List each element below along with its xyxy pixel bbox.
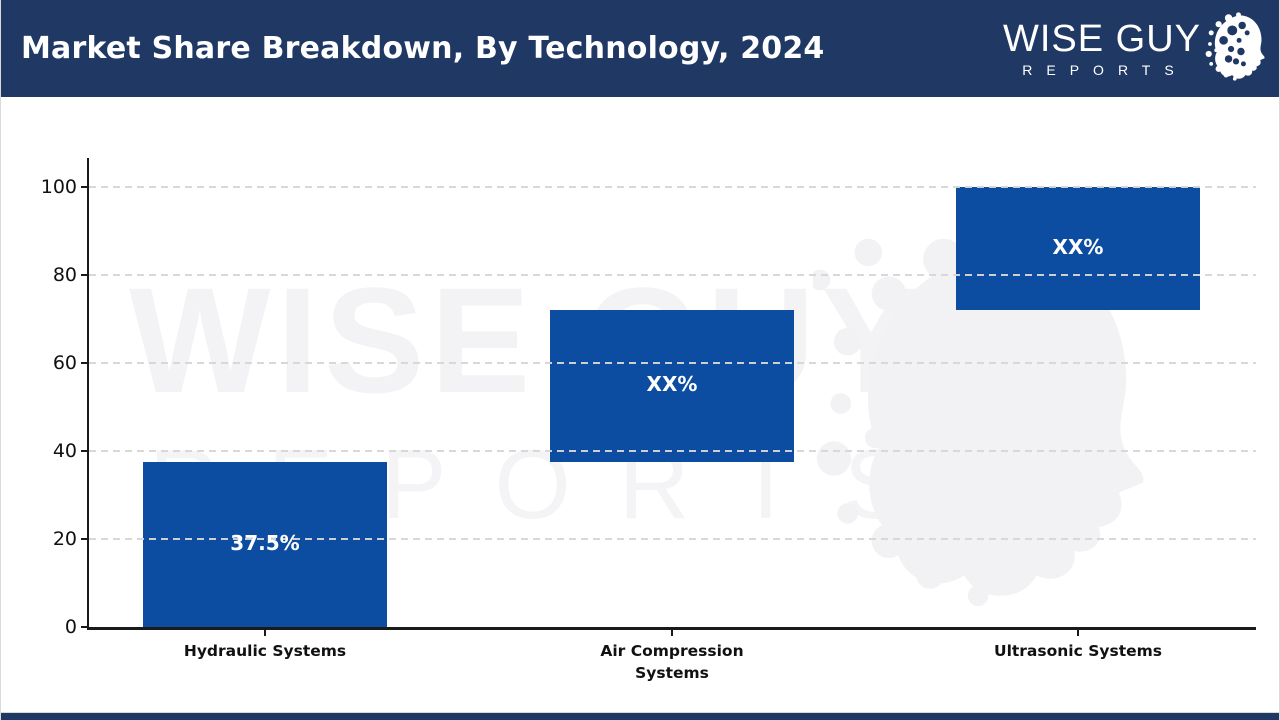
bar-value-label: XX% [646,372,698,397]
logo-text: WISE GUY REPORTS [1003,20,1201,78]
gridline-40 [89,450,1256,452]
y-tick-mark [81,538,88,540]
x-axis-line [87,627,1256,630]
y-tick-mark [81,626,88,628]
bar-3 [956,187,1200,311]
y-tick-label: 80 [52,264,77,286]
x-tick-mark [264,627,266,636]
y-tick-mark [81,362,88,364]
wise-guy-reports-logo: WISE GUY REPORTS [1003,10,1267,88]
y-tick-label: 20 [52,528,77,550]
y-tick-label: 40 [52,440,77,462]
y-tick-label: 0 [64,616,77,638]
logo-wiseguy-label: WISE GUY [1002,17,1201,60]
y-tick-mark [81,450,88,452]
gridline-20 [89,538,1256,540]
y-tick-label: 100 [40,176,77,198]
bar-value-label: 37.5% [230,530,300,555]
page-title: Market Share Breakdown, By Technology, 2… [21,31,825,66]
gridline-80 [89,274,1256,276]
x-tick-mark [671,627,673,636]
x-category-label: Air Compression Systems [600,642,744,682]
x-category-label: Hydraulic Systems [183,642,347,660]
bar-value-label: XX% [1052,234,1104,259]
footer-bar [1,712,1279,720]
y-tick-mark [81,274,88,276]
header-banner: Market Share Breakdown, By Technology, 2… [1,0,1279,97]
y-tick-label: 60 [52,352,77,374]
x-category-label: Ultrasonic Systems [993,642,1162,660]
gridline-100 [89,186,1256,188]
gridline-60 [89,362,1256,364]
x-tick-mark [1077,627,1079,636]
watermark-wiseguy-text: WISE GUY [129,256,928,424]
y-tick-mark [81,186,88,188]
chart-plot-area: WISE GUY REPORTS 0 20 40 60 80 100 37.5% Hydrau… [1,97,1279,713]
bar-1 [143,462,387,627]
y-axis-line [87,158,89,629]
bar-2 [550,310,794,462]
logo-reports-label: REPORTS [1022,61,1188,78]
logo-head-icon [1205,11,1265,81]
